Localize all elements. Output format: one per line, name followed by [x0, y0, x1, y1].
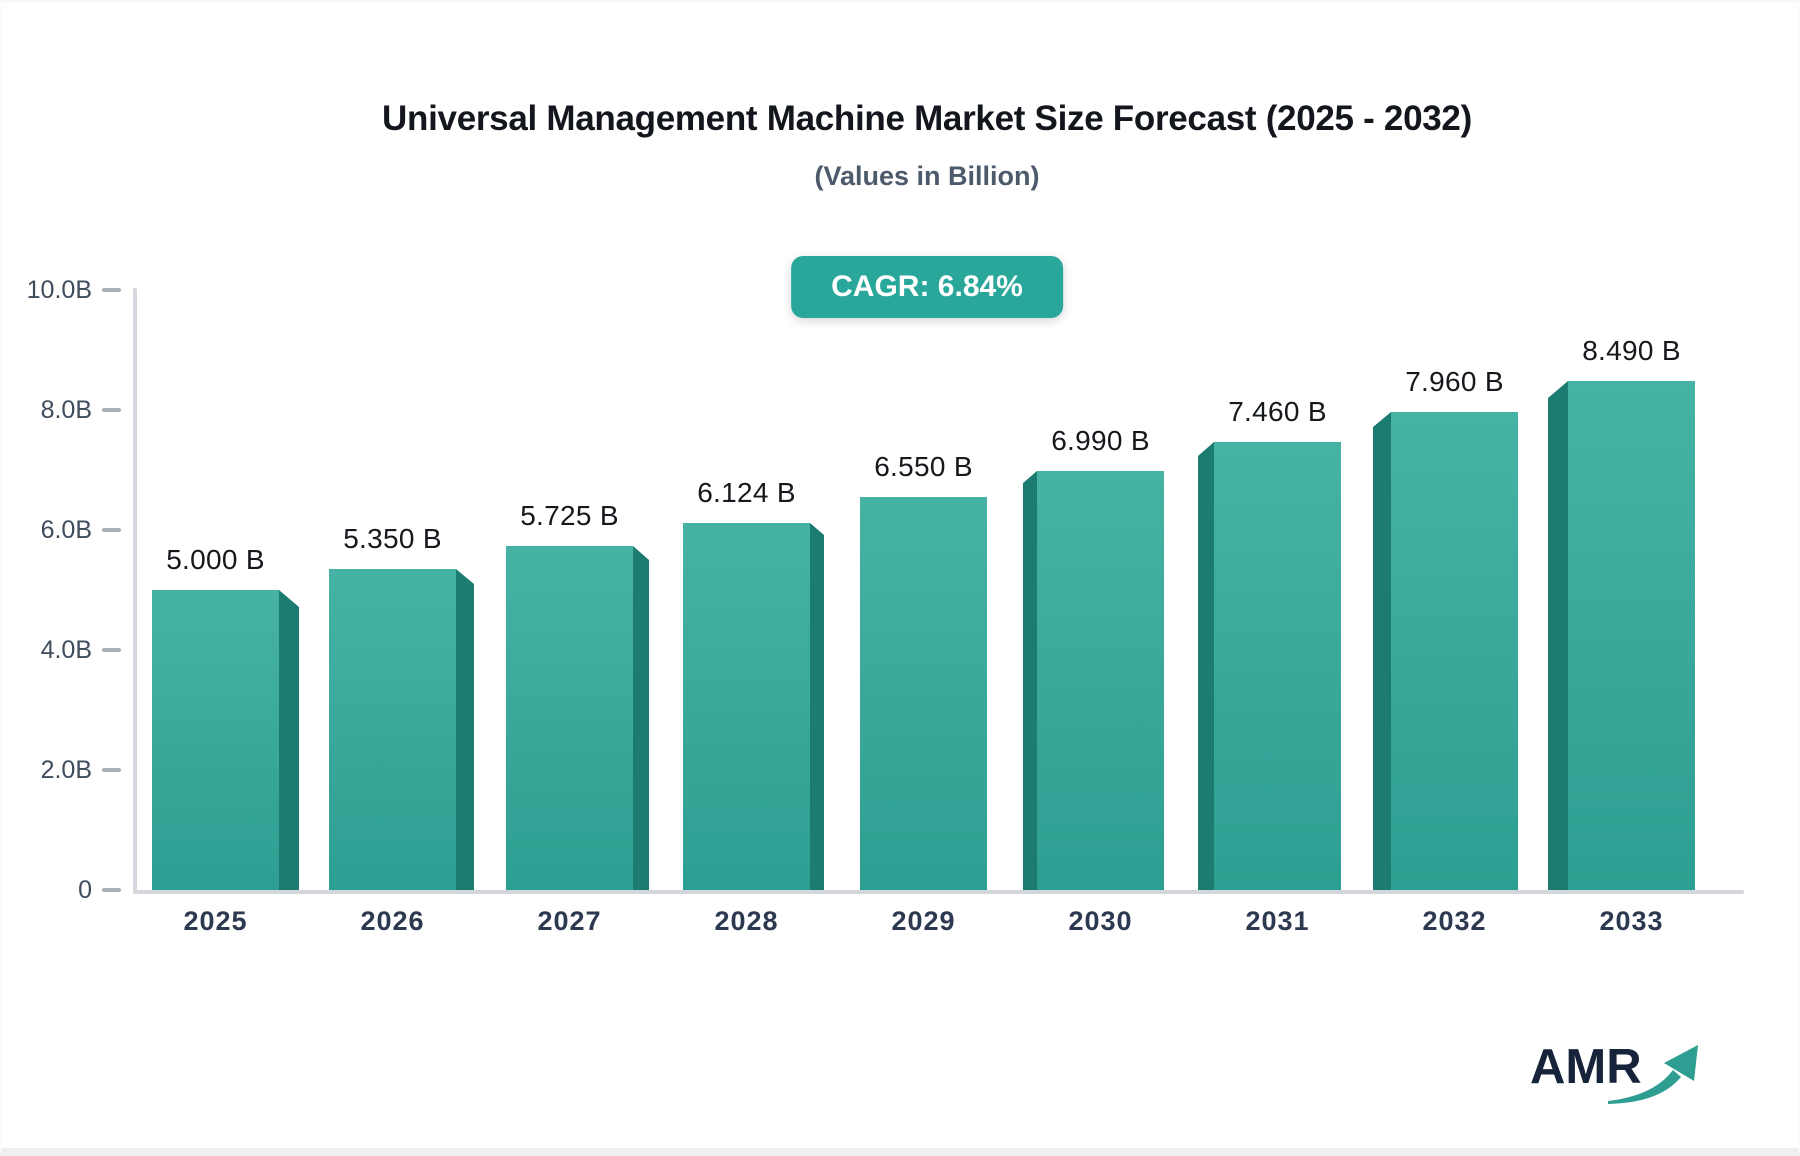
- bar-face-2025: [152, 590, 279, 890]
- x-tick-label: 2028: [714, 906, 779, 936]
- y-tick-dash: [102, 648, 121, 652]
- bar-value-label: 8.490 B: [1582, 335, 1681, 366]
- bar-side-2026: [456, 569, 474, 890]
- bar-face-2027: [506, 546, 633, 890]
- x-tick-label: 2030: [1068, 906, 1133, 936]
- y-tick-label: 6.0B: [40, 516, 92, 544]
- y-tick-dash: [102, 288, 121, 292]
- y-tick-dash: [102, 888, 121, 892]
- bar-side-2032: [1373, 412, 1391, 890]
- bar-face-2033: [1568, 381, 1695, 890]
- chart-header: Universal Management Machine Market Size…: [2, 3, 1798, 192]
- x-tick-label: 2031: [1245, 906, 1310, 936]
- bar-face-2026: [329, 569, 456, 890]
- x-tick-label: 2033: [1599, 906, 1664, 936]
- bar-face-2029: [860, 497, 987, 890]
- y-tick-label: 10.0B: [26, 276, 92, 304]
- brand-logo-text: AMR: [1530, 1040, 1642, 1094]
- bar-side-2027: [633, 546, 649, 890]
- bar-face-2028: [683, 523, 810, 890]
- x-tick-label: 2026: [360, 906, 425, 936]
- y-tick-label: 2.0B: [40, 756, 92, 784]
- x-axis-line: [133, 890, 1744, 894]
- y-tick-dash: [102, 768, 121, 772]
- bar-value-label: 5.350 B: [343, 523, 442, 554]
- bar-value-label: 6.550 B: [874, 451, 973, 482]
- bar-value-label: 7.960 B: [1405, 366, 1504, 397]
- y-tick-label: 0: [78, 876, 92, 904]
- bar-value-label: 6.124 B: [697, 477, 796, 508]
- y-tick-label: 8.0B: [40, 396, 92, 424]
- chart-title: Universal Management Machine Market Size…: [382, 99, 1472, 138]
- bar-side-2030: [1023, 471, 1037, 890]
- cagr-badge: CAGR: 6.84%: [791, 256, 1063, 318]
- brand-logo: AMR: [1530, 1039, 1698, 1104]
- trend-up-arrow-icon: [1608, 1045, 1698, 1104]
- y-tick-label: 4.0B: [40, 636, 92, 664]
- x-tick-label: 2027: [537, 906, 602, 936]
- y-tick-dash: [102, 408, 121, 412]
- bar-side-2033: [1548, 381, 1568, 890]
- bar-value-label: 5.000 B: [166, 544, 265, 575]
- bar-value-label: 5.725 B: [520, 500, 619, 531]
- bar-face-2031: [1214, 442, 1341, 890]
- bar-side-2025: [279, 590, 299, 890]
- y-axis-line: [133, 288, 137, 894]
- bar-value-label: 6.990 B: [1051, 425, 1150, 456]
- x-tick-label: 2029: [891, 906, 956, 936]
- bar-side-2031: [1198, 442, 1214, 890]
- x-tick-label: 2025: [183, 906, 248, 936]
- y-tick-dash: [102, 528, 121, 532]
- bar-value-label: 7.460 B: [1228, 396, 1327, 427]
- bar-face-2032: [1391, 412, 1518, 890]
- bar-face-2030: [1037, 471, 1164, 890]
- bar-side-2028: [810, 523, 824, 890]
- x-tick-label: 2032: [1422, 906, 1487, 936]
- chart-subtitle: (Values in Billion): [814, 161, 1040, 191]
